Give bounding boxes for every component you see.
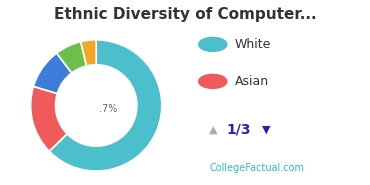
Text: 1/3: 1/3 [226, 122, 251, 137]
Text: .7%: .7% [99, 104, 117, 114]
Wedge shape [31, 86, 67, 151]
Text: Ethnic Diversity of Computer...: Ethnic Diversity of Computer... [54, 7, 316, 22]
Text: White: White [235, 38, 271, 51]
Text: Asian: Asian [235, 75, 269, 88]
Wedge shape [33, 53, 72, 94]
Wedge shape [81, 40, 96, 66]
Text: ▲: ▲ [209, 125, 217, 134]
Text: ▼: ▼ [262, 125, 270, 134]
Text: CollegeFactual.com: CollegeFactual.com [209, 163, 304, 173]
Wedge shape [57, 42, 87, 73]
Wedge shape [49, 40, 162, 171]
